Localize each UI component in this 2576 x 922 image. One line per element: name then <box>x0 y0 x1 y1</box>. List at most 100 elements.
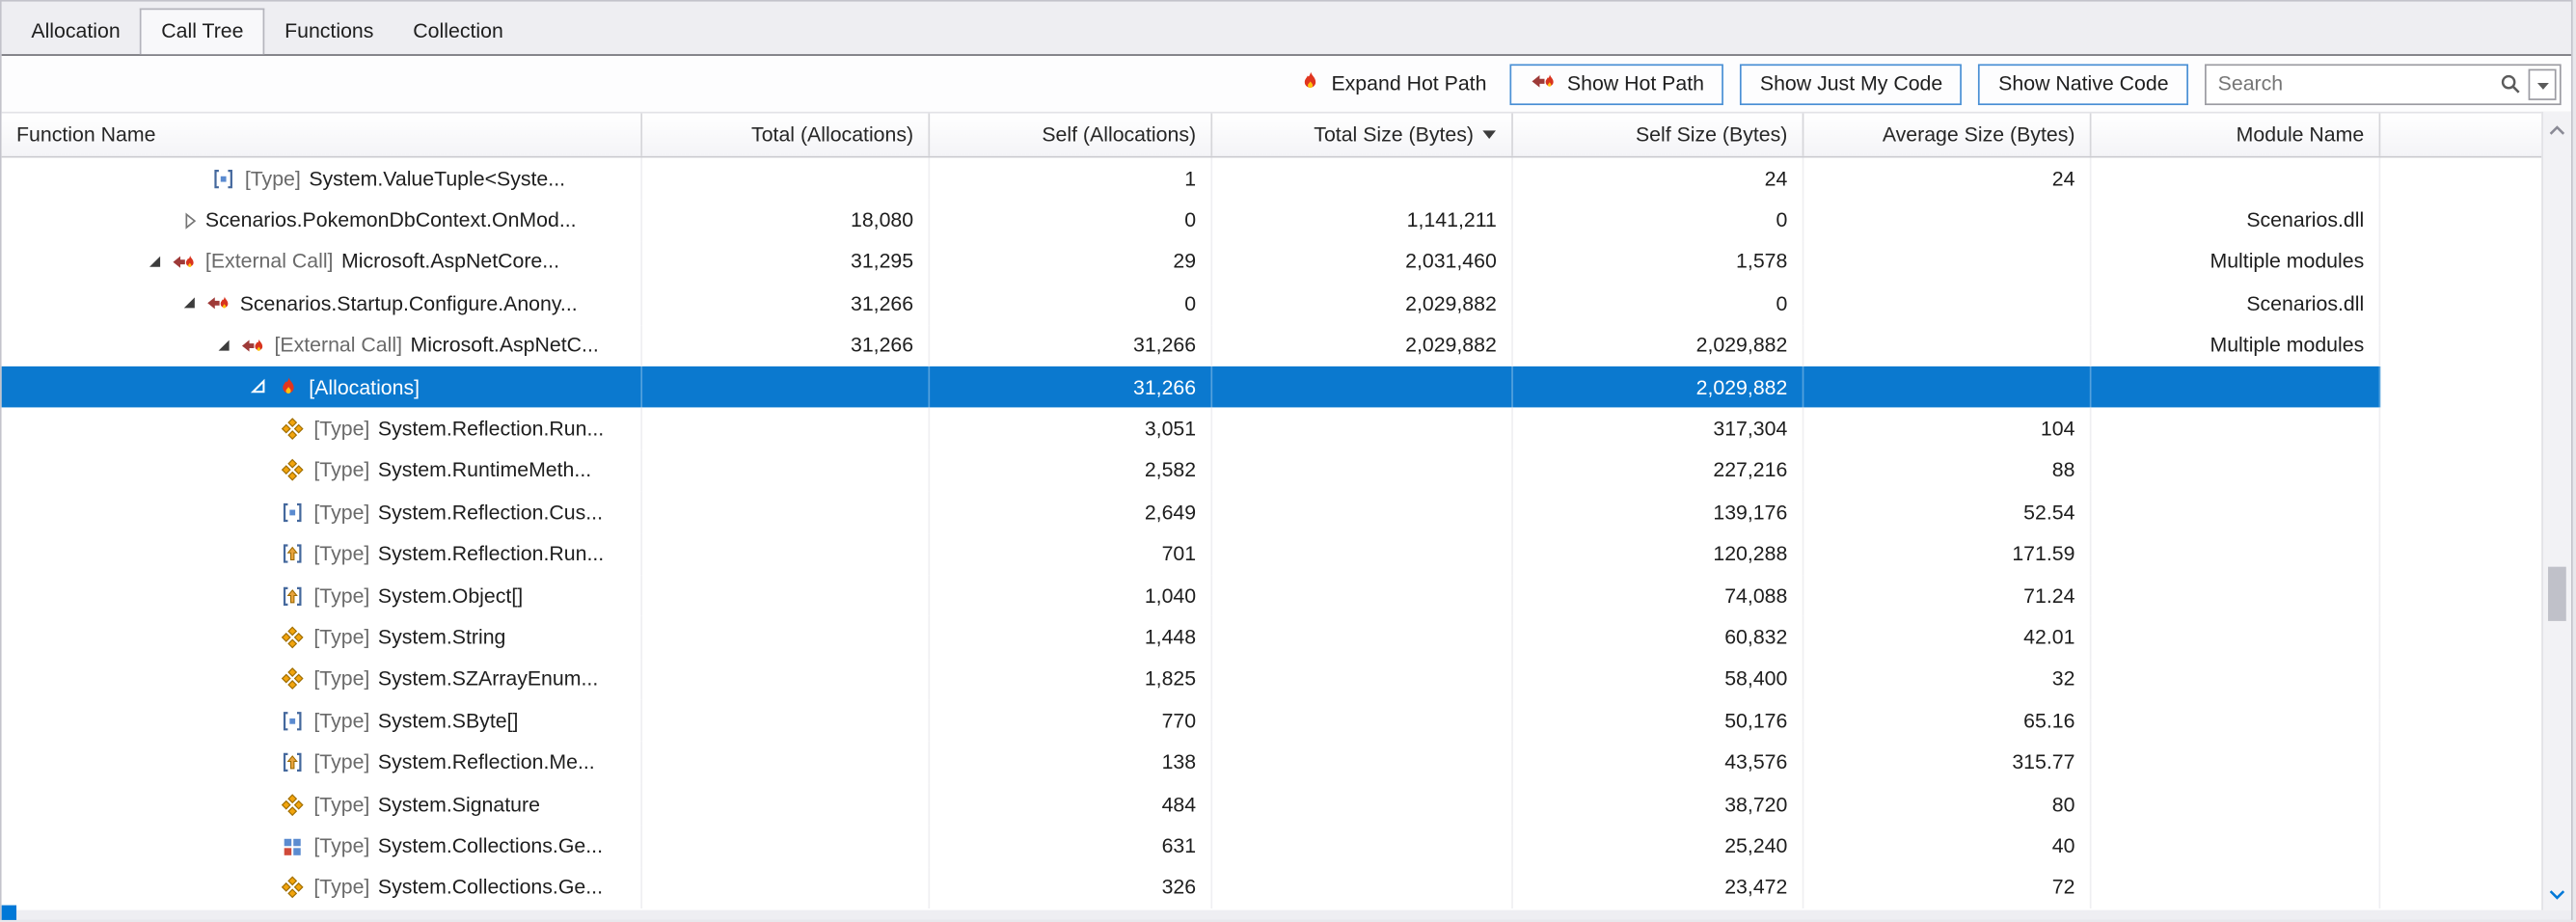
tree-row[interactable]: [Type] System.Collections.Ge... 631 25,240 4… <box>1 825 2381 867</box>
column-header-module[interactable]: Module Name <box>2091 113 2381 156</box>
tree-row[interactable]: [External Call] Microsoft.AspNetC... 31,26… <box>1 324 2381 366</box>
report-tab-bar: Allocation Call Tree Functions Collectio… <box>1 1 2571 56</box>
expander-expanded-icon[interactable] <box>245 374 271 400</box>
expander-expanded-icon[interactable] <box>176 290 202 316</box>
function-name: System.Collections.Ge... <box>377 834 604 858</box>
cell-self-size: 120,288 <box>1513 532 1804 576</box>
column-header-name[interactable]: Function Name <box>2 113 643 156</box>
tree-row[interactable]: [Type] System.SByte[] 770 50,176 65.16 <box>1 699 2381 743</box>
cell-self-allocations: 631 <box>930 825 1213 867</box>
function-name: System.Reflection.Run... <box>377 542 605 566</box>
show-hot-path-label: Show Hot Path <box>1566 71 1704 95</box>
expander-expanded-icon[interactable] <box>210 333 236 359</box>
cell-module-name <box>2091 658 2381 700</box>
cell-self-size: 74,088 <box>1513 575 1804 617</box>
cell-module-name <box>2091 491 2381 533</box>
function-name: System.String <box>377 625 506 649</box>
node-prefix: [Type] <box>313 542 370 566</box>
node-prefix: [Type] <box>313 458 370 482</box>
scroll-up-button[interactable] <box>2543 115 2571 143</box>
tree-row[interactable]: [Type] System.SZArrayEnum... 1,825 58,400 32 <box>1 658 2381 700</box>
cell-self-allocations: 770 <box>930 699 1213 743</box>
node-prefix: [Type] <box>313 501 370 525</box>
chevron-down-icon <box>2535 69 2549 99</box>
search-box <box>2205 63 2562 105</box>
tree-row[interactable]: [Allocations] 31,266 2,029,882 <box>1 366 2381 409</box>
struct-icon <box>210 166 236 192</box>
node-prefix: [Type] <box>313 667 370 692</box>
cell-average-size: 71.24 <box>1803 575 2092 617</box>
cell-module-name: Multiple modules <box>2091 324 2381 366</box>
tree-row[interactable]: [Type] System.Object[] 1,040 74,088 71.24 <box>1 575 2381 617</box>
cell-self-size: 317,304 <box>1513 408 1804 450</box>
tab-functions[interactable]: Functions <box>285 19 374 43</box>
cell-function-name: [Type] System.Reflection.Run... <box>2 532 643 576</box>
cell-average-size <box>1803 283 2092 325</box>
function-name: System.Collections.Ge... <box>377 876 604 900</box>
chevron-up-icon <box>2548 114 2566 144</box>
tab-collection[interactable]: Collection <box>413 19 503 43</box>
cell-function-name: [External Call] Microsoft.AspNetCore... <box>2 241 643 284</box>
tree-row[interactable]: [Type] System.Collections.Ge... 326 23,472 7… <box>1 866 2381 909</box>
column-header-label: Total (Allocations) <box>751 122 914 147</box>
cell-total-size <box>1212 742 1513 784</box>
column-header-total_size[interactable]: Total Size (Bytes) <box>1212 113 1513 156</box>
expand-hot-path-button[interactable]: Expand Hot Path <box>1293 69 1493 99</box>
cell-self-allocations: 0 <box>930 199 1213 242</box>
cell-self-size: 0 <box>1513 283 1804 325</box>
show-just-my-code-button[interactable]: Show Just My Code <box>1740 63 1963 105</box>
tree-row[interactable]: [Type] System.String 1,448 60,832 42.01 <box>1 616 2381 659</box>
expander-collapsed-icon[interactable] <box>176 207 202 233</box>
tree-row[interactable]: Scenarios.PokemonDbContext.OnMod... 18,08… <box>1 199 2381 242</box>
expander-expanded-icon[interactable] <box>141 249 167 275</box>
tree-row[interactable]: Scenarios.Startup.Configure.Anony... 31,2… <box>1 283 2381 325</box>
show-native-code-button[interactable]: Show Native Code <box>1978 63 2188 105</box>
cell-module-name <box>2091 366 2381 409</box>
tree-row[interactable]: [Type] System.RuntimeMeth... 2,582 227,216 8… <box>1 449 2381 492</box>
tree-row[interactable]: [Type] System.Reflection.Run... 3,051 317,3… <box>1 408 2381 450</box>
column-header-label: Self Size (Bytes) <box>1635 122 1788 147</box>
cell-function-name: [Type] System.Reflection.Cus... <box>2 491 643 533</box>
cell-total-size <box>1212 783 1513 826</box>
vertical-scrollbar[interactable] <box>2541 111 2571 910</box>
cell-module-name <box>2091 616 2381 659</box>
cell-total-allocations <box>642 157 931 200</box>
function-name: System.ValueTuple<Syste... <box>309 167 566 191</box>
column-header-self_size[interactable]: Self Size (Bytes) <box>1513 113 1804 156</box>
tab-call-tree[interactable]: Call Tree <box>140 8 265 55</box>
search-icon[interactable] <box>2492 67 2528 101</box>
tree-row[interactable]: [Type] System.ValueTuple<Syste... 1 24 24 <box>1 157 2381 200</box>
flame-icon <box>1300 69 1321 99</box>
tree-row[interactable]: [Type] System.Reflection.Run... 701 120,288… <box>1 532 2381 576</box>
tree-row[interactable]: [External Call] Microsoft.AspNetCore... 31… <box>1 241 2381 284</box>
tree-row[interactable]: [Type] System.Signature 484 38,720 80 <box>1 783 2381 826</box>
function-name: System.Object[] <box>377 583 524 608</box>
show-hot-path-button[interactable]: Show Hot Path <box>1509 63 1724 105</box>
bottom-strip <box>1 905 2571 920</box>
cell-total-size: 2,029,882 <box>1212 283 1513 325</box>
cell-total-allocations <box>642 742 931 784</box>
tree-row[interactable]: [Type] System.Reflection.Cus... 2,649 139,1… <box>1 491 2381 533</box>
cell-total-size: 2,029,882 <box>1212 324 1513 366</box>
function-name: System.Reflection.Cus... <box>377 501 604 525</box>
cell-module-name <box>2091 532 2381 576</box>
cell-total-size <box>1212 825 1513 867</box>
scroll-down-button[interactable] <box>2543 879 2571 907</box>
search-input[interactable] <box>2206 71 2493 95</box>
column-header-avg[interactable]: Average Size (Bytes) <box>1803 113 2092 156</box>
cell-function-name: [Type] System.SByte[] <box>2 699 643 743</box>
header-filler <box>2380 114 2541 156</box>
tab-allocation[interactable]: Allocation <box>31 19 121 43</box>
column-header-self[interactable]: Self (Allocations) <box>930 113 1213 156</box>
cell-average-size: 65.16 <box>1803 699 2092 743</box>
class-icon <box>280 791 306 817</box>
cell-module-name <box>2091 742 2381 784</box>
column-header-total[interactable]: Total (Allocations) <box>642 113 931 156</box>
column-header-label: Function Name <box>16 122 156 147</box>
tree-row[interactable]: [Type] System.Reflection.Me... 138 43,576 31… <box>1 742 2381 784</box>
cell-total-size <box>1212 449 1513 492</box>
column-header-label: Module Name <box>2236 122 2365 147</box>
cell-module-name <box>2091 866 2381 909</box>
search-options-dropdown[interactable] <box>2528 68 2557 100</box>
scrollbar-thumb[interactable] <box>2548 566 2566 621</box>
